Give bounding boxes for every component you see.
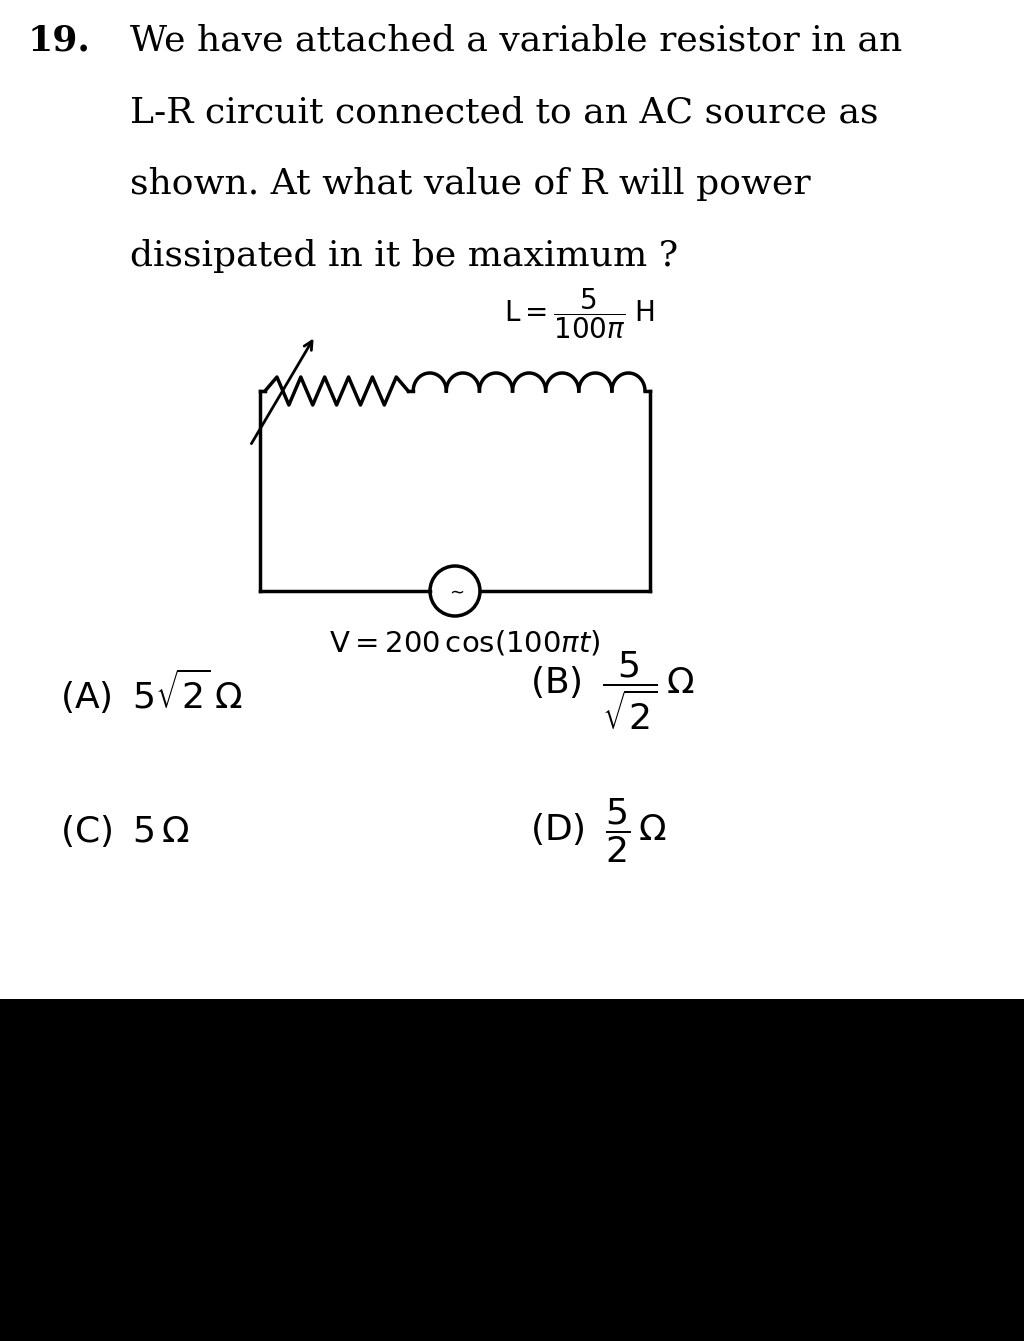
Text: $\mathrm{L} = \dfrac{5}{100\pi}\;\mathrm{H}$: $\mathrm{L} = \dfrac{5}{100\pi}\;\mathrm… (504, 287, 654, 341)
Text: 19.: 19. (28, 23, 91, 58)
Text: $\mathrm{(B)}\;\;\dfrac{5}{\sqrt{2}}\,\Omega$: $\mathrm{(B)}\;\;\dfrac{5}{\sqrt{2}}\,\O… (530, 649, 694, 732)
Text: dissipated in it be maximum ?: dissipated in it be maximum ? (130, 239, 678, 274)
Text: We have attached a variable resistor in an: We have attached a variable resistor in … (130, 23, 902, 58)
Text: $\mathrm{(C)}\;\;5\,\Omega$: $\mathrm{(C)}\;\;5\,\Omega$ (60, 813, 190, 849)
Text: L-R circuit connected to an AC source as: L-R circuit connected to an AC source as (130, 95, 879, 129)
Text: $\mathrm{(A)}\;\;5\sqrt{2}\,\Omega$: $\mathrm{(A)}\;\;5\sqrt{2}\,\Omega$ (60, 666, 243, 716)
Text: shown. At what value of R will power: shown. At what value of R will power (130, 168, 811, 201)
Text: $\mathrm{(D)}\;\;\dfrac{5}{2}\,\Omega$: $\mathrm{(D)}\;\;\dfrac{5}{2}\,\Omega$ (530, 797, 668, 865)
Text: $\mathrm{V} = 200\,\cos(100\pi t)$: $\mathrm{V} = 200\,\cos(100\pi t)$ (329, 628, 601, 657)
Bar (0, 999, 1024, 1341)
Text: $\sim$: $\sim$ (445, 582, 464, 599)
Bar (0, 0, 1024, 999)
